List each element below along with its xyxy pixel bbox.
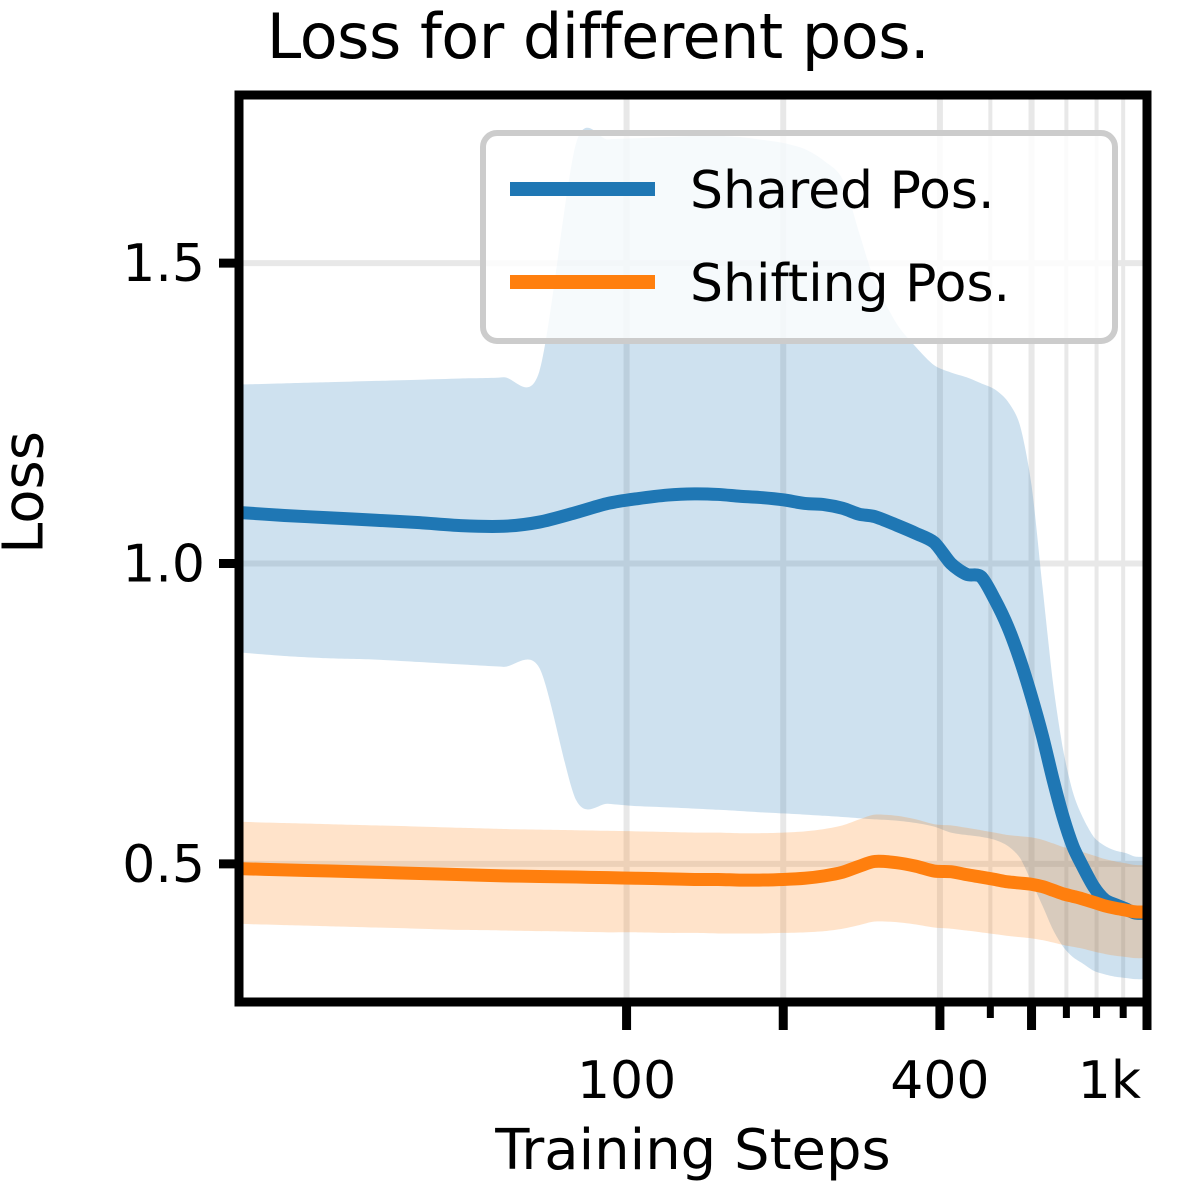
chart-title: Loss for different pos. [266, 0, 930, 73]
data-lines [239, 487, 1147, 920]
axis-frame [219, 90, 1152, 1030]
band-shifting [239, 814, 1147, 959]
legend-label-0: Shared Pos. [690, 161, 995, 221]
x-tick-label: 100 [577, 1051, 676, 1111]
band-shared [239, 127, 1147, 980]
y-tick-label: 1.0 [122, 535, 205, 595]
confidence-bands [239, 127, 1147, 980]
x-tick-label: 1k [1078, 1051, 1141, 1111]
y-tick-label: 0.5 [122, 835, 205, 895]
y-tick-label: 1.5 [122, 234, 205, 294]
x-tick-label: 400 [890, 1051, 989, 1111]
x-axis-label: Training Steps [495, 1118, 891, 1183]
axes-spine [234, 90, 1152, 1007]
legend: Shared Pos. Shifting Pos. [480, 130, 1118, 344]
line-shared [239, 487, 1147, 920]
legend-label-1: Shifting Pos. [690, 254, 1010, 314]
line-shifting [239, 854, 1147, 919]
tick-labels: 0.5 1.0 1.5 100 400 1k [122, 234, 1141, 1111]
